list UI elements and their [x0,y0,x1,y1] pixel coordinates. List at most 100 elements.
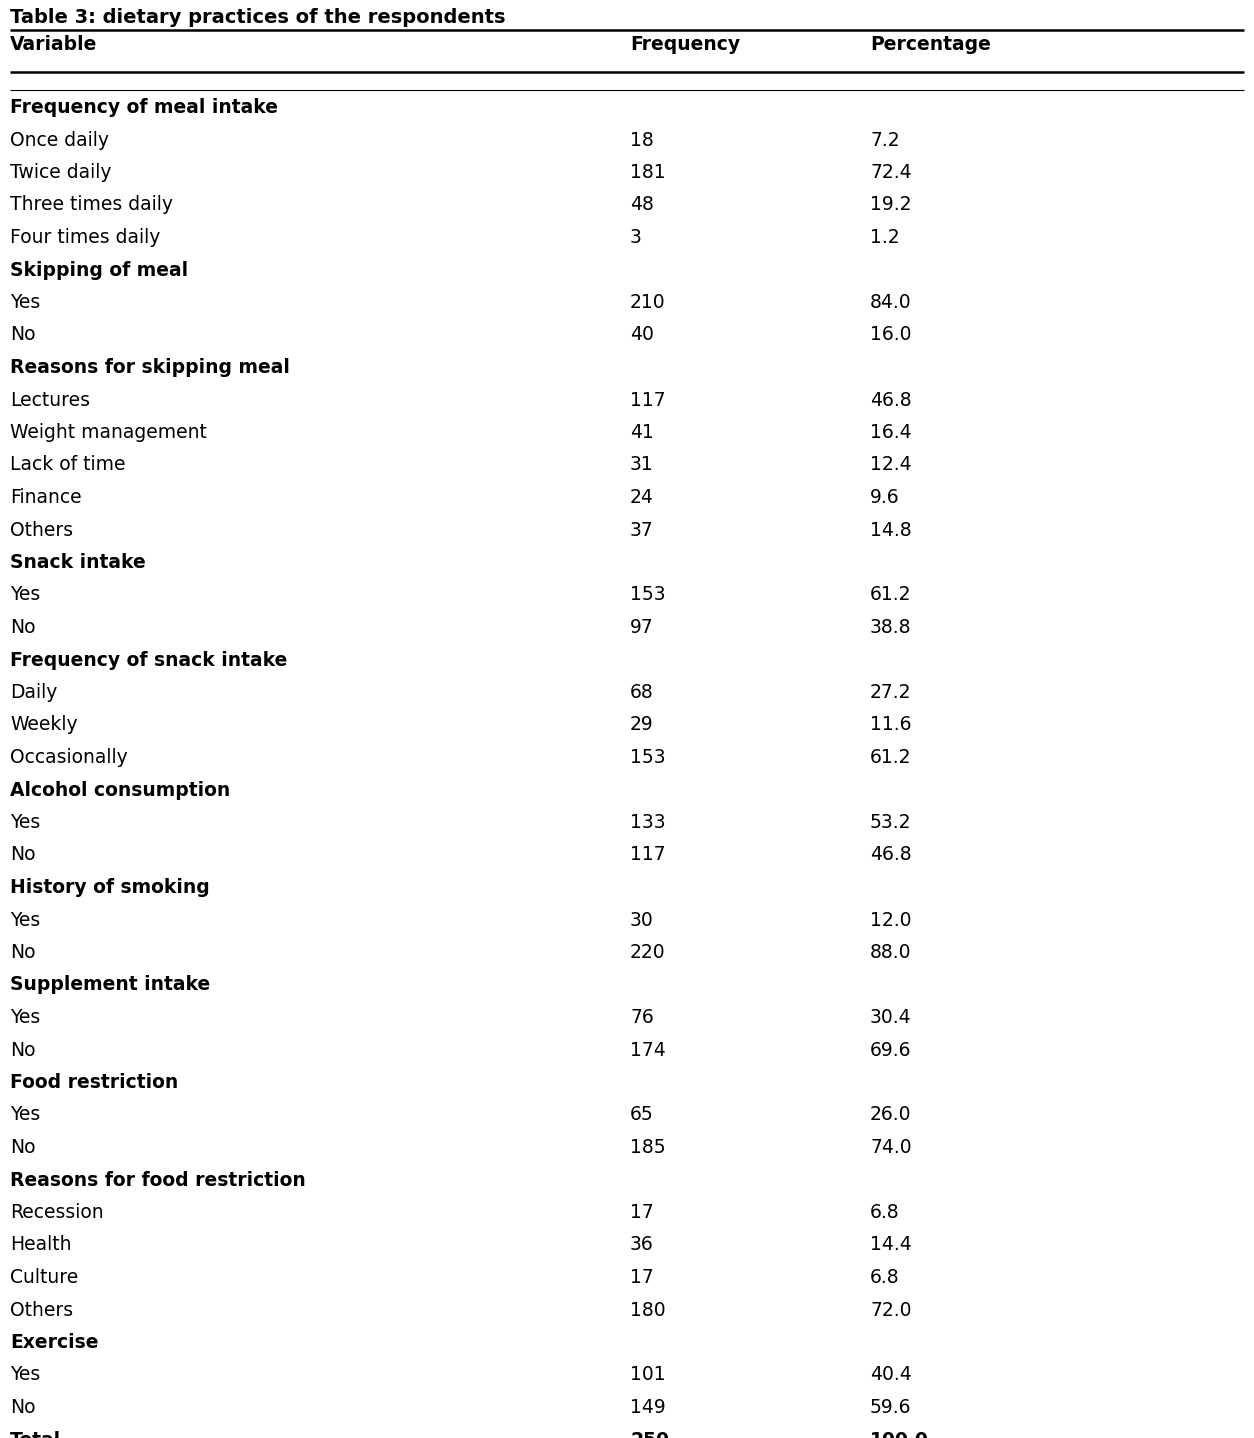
Text: Three times daily: Three times daily [10,196,173,214]
Text: Frequency of meal intake: Frequency of meal intake [10,98,278,116]
Text: 153: 153 [630,748,666,766]
Text: 74.0: 74.0 [870,1137,912,1158]
Text: 46.8: 46.8 [870,846,912,864]
Text: Frequency of snack intake: Frequency of snack intake [10,650,287,670]
Text: 14.8: 14.8 [870,521,912,539]
Text: 1.2: 1.2 [870,229,899,247]
Text: Culture: Culture [10,1268,78,1287]
Text: Percentage: Percentage [870,35,991,55]
Text: 12.4: 12.4 [870,456,912,475]
Text: 220: 220 [630,943,666,962]
Text: Yes: Yes [10,293,40,312]
Text: 30: 30 [630,910,653,929]
Text: 61.2: 61.2 [870,748,912,766]
Text: 30.4: 30.4 [870,1008,912,1027]
Text: 72.0: 72.0 [870,1300,912,1320]
Text: 26.0: 26.0 [870,1106,912,1125]
Text: 24: 24 [630,487,653,508]
Text: 9.6: 9.6 [870,487,899,508]
Text: Frequency: Frequency [630,35,740,55]
Text: 149: 149 [630,1398,666,1416]
Text: 61.2: 61.2 [870,585,912,604]
Text: 31: 31 [630,456,653,475]
Text: 180: 180 [630,1300,666,1320]
Text: Occasionally: Occasionally [10,748,128,766]
Text: 174: 174 [630,1041,666,1060]
Text: 16.0: 16.0 [870,325,912,345]
Text: 59.6: 59.6 [870,1398,912,1416]
Text: 37: 37 [630,521,653,539]
Text: 133: 133 [630,812,666,833]
Text: No: No [10,1041,35,1060]
Text: No: No [10,618,35,637]
Text: No: No [10,1137,35,1158]
Text: 153: 153 [630,585,666,604]
Text: 97: 97 [630,618,653,637]
Text: Weekly: Weekly [10,716,78,735]
Text: 69.6: 69.6 [870,1041,912,1060]
Text: No: No [10,325,35,345]
Text: Health: Health [10,1235,71,1254]
Text: 12.0: 12.0 [870,910,912,929]
Text: No: No [10,846,35,864]
Text: Food restriction: Food restriction [10,1073,178,1091]
Text: 250: 250 [630,1431,668,1438]
Text: 6.8: 6.8 [870,1204,899,1222]
Text: Others: Others [10,521,73,539]
Text: Four times daily: Four times daily [10,229,161,247]
Text: Others: Others [10,1300,73,1320]
Text: 40.4: 40.4 [870,1366,912,1385]
Text: Daily: Daily [10,683,58,702]
Text: Yes: Yes [10,585,40,604]
Text: 18: 18 [630,131,653,150]
Text: 210: 210 [630,293,666,312]
Text: 72.4: 72.4 [870,162,912,183]
Text: 36: 36 [630,1235,653,1254]
Text: 53.2: 53.2 [870,812,912,833]
Text: Yes: Yes [10,910,40,929]
Text: 117: 117 [630,391,666,410]
Text: 14.4: 14.4 [870,1235,912,1254]
Text: 16.4: 16.4 [870,423,912,441]
Text: Recession: Recession [10,1204,104,1222]
Text: Snack intake: Snack intake [10,554,145,572]
Text: Lectures: Lectures [10,391,90,410]
Text: Reasons for food restriction: Reasons for food restriction [10,1171,306,1189]
Text: No: No [10,1398,35,1416]
Text: 181: 181 [630,162,666,183]
Text: 7.2: 7.2 [870,131,899,150]
Text: Skipping of meal: Skipping of meal [10,260,188,279]
Text: 6.8: 6.8 [870,1268,899,1287]
Text: 27.2: 27.2 [870,683,912,702]
Text: Reasons for skipping meal: Reasons for skipping meal [10,358,290,377]
Text: No: No [10,943,35,962]
Text: Finance: Finance [10,487,82,508]
Text: 17: 17 [630,1268,653,1287]
Text: Supplement intake: Supplement intake [10,975,211,995]
Text: 65: 65 [630,1106,653,1125]
Text: Weight management: Weight management [10,423,207,441]
Text: Total: Total [10,1431,61,1438]
Text: Yes: Yes [10,812,40,833]
Text: 84.0: 84.0 [870,293,912,312]
Text: Yes: Yes [10,1008,40,1027]
Text: 88.0: 88.0 [870,943,912,962]
Text: 117: 117 [630,846,666,864]
Text: History of smoking: History of smoking [10,879,209,897]
Text: Yes: Yes [10,1366,40,1385]
Text: Lack of time: Lack of time [10,456,125,475]
Text: 38.8: 38.8 [870,618,912,637]
Text: 11.6: 11.6 [870,716,912,735]
Text: Alcohol consumption: Alcohol consumption [10,781,231,800]
Text: Table 3: dietary practices of the respondents: Table 3: dietary practices of the respon… [10,9,505,27]
Text: Twice daily: Twice daily [10,162,112,183]
Text: 17: 17 [630,1204,653,1222]
Text: 76: 76 [630,1008,653,1027]
Text: 100.0: 100.0 [870,1431,929,1438]
Text: Yes: Yes [10,1106,40,1125]
Text: 101: 101 [630,1366,666,1385]
Text: 41: 41 [630,423,653,441]
Text: Once daily: Once daily [10,131,109,150]
Text: 185: 185 [630,1137,666,1158]
Text: 19.2: 19.2 [870,196,912,214]
